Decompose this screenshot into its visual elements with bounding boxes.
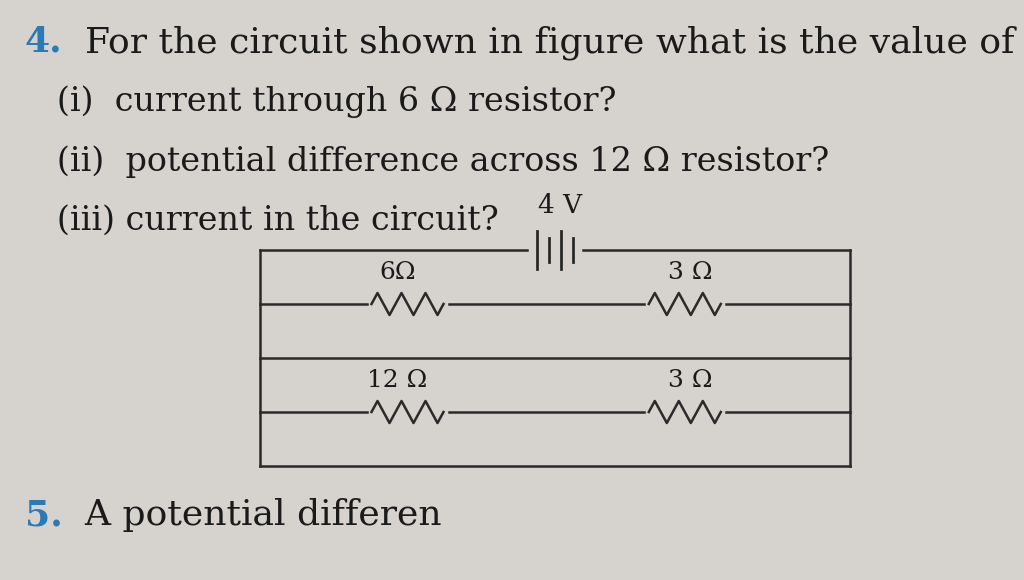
Text: (ii)  potential difference across 12 Ω resistor?: (ii) potential difference across 12 Ω re… xyxy=(25,145,829,177)
Text: 4.: 4. xyxy=(25,25,62,59)
Text: A potential differen: A potential differen xyxy=(62,498,441,532)
Text: (i)  current through 6 Ω resistor?: (i) current through 6 Ω resistor? xyxy=(25,85,616,118)
Text: 3 Ω: 3 Ω xyxy=(668,261,712,284)
Text: 5.: 5. xyxy=(25,498,62,532)
Text: 6Ω: 6Ω xyxy=(379,261,416,284)
Text: 12 Ω: 12 Ω xyxy=(368,369,428,392)
Text: 4 V: 4 V xyxy=(538,193,582,218)
Text: (iii) current in the circuit?: (iii) current in the circuit? xyxy=(25,205,499,237)
Text: For the circuit shown in figure what is the value of: For the circuit shown in figure what is … xyxy=(62,25,1015,60)
Text: 3 Ω: 3 Ω xyxy=(668,369,712,392)
